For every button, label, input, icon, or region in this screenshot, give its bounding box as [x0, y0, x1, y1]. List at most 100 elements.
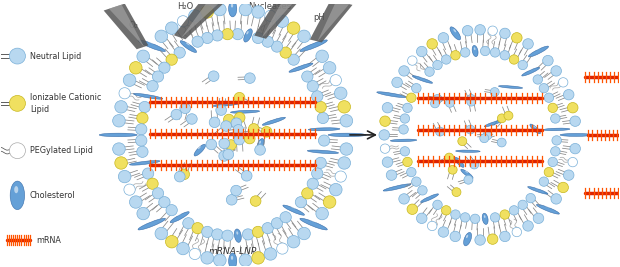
Ellipse shape [186, 42, 190, 45]
Ellipse shape [480, 46, 490, 56]
Ellipse shape [504, 111, 513, 120]
Ellipse shape [241, 171, 252, 181]
Ellipse shape [518, 200, 528, 210]
Ellipse shape [553, 127, 559, 128]
Ellipse shape [338, 157, 350, 169]
Ellipse shape [280, 212, 291, 223]
Ellipse shape [219, 151, 229, 161]
Ellipse shape [213, 102, 241, 107]
Ellipse shape [244, 29, 252, 42]
Ellipse shape [528, 68, 533, 70]
Ellipse shape [298, 64, 303, 66]
Ellipse shape [250, 196, 261, 206]
Ellipse shape [209, 117, 220, 128]
Ellipse shape [572, 132, 580, 133]
Ellipse shape [425, 67, 434, 76]
Ellipse shape [458, 137, 467, 146]
Polygon shape [254, 0, 304, 39]
Ellipse shape [252, 6, 265, 18]
Ellipse shape [458, 159, 460, 162]
Ellipse shape [509, 206, 519, 215]
Ellipse shape [280, 47, 291, 58]
Ellipse shape [264, 248, 277, 260]
Ellipse shape [400, 138, 407, 139]
Ellipse shape [427, 221, 437, 231]
Ellipse shape [140, 160, 148, 161]
Ellipse shape [302, 71, 313, 82]
Ellipse shape [244, 73, 255, 83]
Ellipse shape [500, 51, 510, 60]
Ellipse shape [174, 47, 185, 58]
Ellipse shape [231, 3, 233, 7]
Polygon shape [174, 0, 231, 39]
Ellipse shape [433, 60, 442, 70]
Ellipse shape [277, 243, 288, 254]
Ellipse shape [300, 40, 327, 52]
Ellipse shape [262, 117, 285, 125]
Ellipse shape [448, 165, 457, 174]
Ellipse shape [523, 39, 533, 49]
Ellipse shape [491, 120, 495, 122]
Ellipse shape [407, 167, 416, 177]
Ellipse shape [475, 235, 485, 245]
Ellipse shape [317, 112, 329, 124]
Ellipse shape [130, 62, 142, 74]
Ellipse shape [222, 230, 233, 241]
Ellipse shape [323, 62, 336, 74]
Ellipse shape [417, 213, 427, 223]
Ellipse shape [300, 218, 327, 230]
Ellipse shape [328, 133, 366, 137]
Ellipse shape [232, 29, 244, 40]
Ellipse shape [233, 125, 244, 135]
Ellipse shape [133, 93, 162, 99]
Ellipse shape [412, 84, 421, 93]
Ellipse shape [192, 223, 203, 234]
Ellipse shape [490, 88, 499, 96]
Ellipse shape [500, 210, 510, 219]
Ellipse shape [403, 103, 412, 113]
Ellipse shape [234, 112, 245, 123]
Ellipse shape [461, 169, 473, 178]
Ellipse shape [148, 41, 154, 44]
Ellipse shape [183, 218, 194, 229]
Text: O₂: O₂ [129, 21, 139, 30]
Ellipse shape [147, 81, 158, 92]
Ellipse shape [329, 183, 342, 196]
Ellipse shape [471, 214, 480, 223]
Ellipse shape [480, 134, 489, 143]
Ellipse shape [461, 48, 470, 57]
Ellipse shape [380, 144, 390, 153]
Ellipse shape [427, 39, 438, 49]
Ellipse shape [223, 149, 234, 160]
Ellipse shape [202, 32, 213, 44]
Ellipse shape [289, 63, 313, 72]
Ellipse shape [241, 109, 248, 110]
Ellipse shape [539, 84, 549, 93]
Ellipse shape [14, 186, 18, 193]
Ellipse shape [295, 197, 307, 208]
Ellipse shape [400, 147, 410, 156]
Ellipse shape [177, 242, 189, 255]
Ellipse shape [500, 231, 510, 242]
Ellipse shape [452, 188, 461, 197]
Ellipse shape [9, 48, 25, 64]
Ellipse shape [144, 93, 151, 94]
Ellipse shape [171, 109, 182, 120]
Ellipse shape [137, 112, 148, 124]
Ellipse shape [420, 194, 438, 202]
Ellipse shape [211, 30, 223, 41]
Text: Nucleases: Nucleases [248, 2, 291, 11]
Ellipse shape [470, 160, 479, 169]
Ellipse shape [438, 33, 449, 43]
Ellipse shape [340, 115, 353, 127]
Ellipse shape [383, 184, 411, 191]
Ellipse shape [388, 91, 395, 93]
Ellipse shape [464, 175, 473, 184]
Ellipse shape [201, 252, 213, 264]
Ellipse shape [533, 213, 544, 223]
Ellipse shape [386, 170, 397, 180]
Ellipse shape [528, 46, 549, 57]
Ellipse shape [528, 187, 548, 194]
Ellipse shape [407, 56, 417, 65]
Ellipse shape [441, 55, 451, 64]
